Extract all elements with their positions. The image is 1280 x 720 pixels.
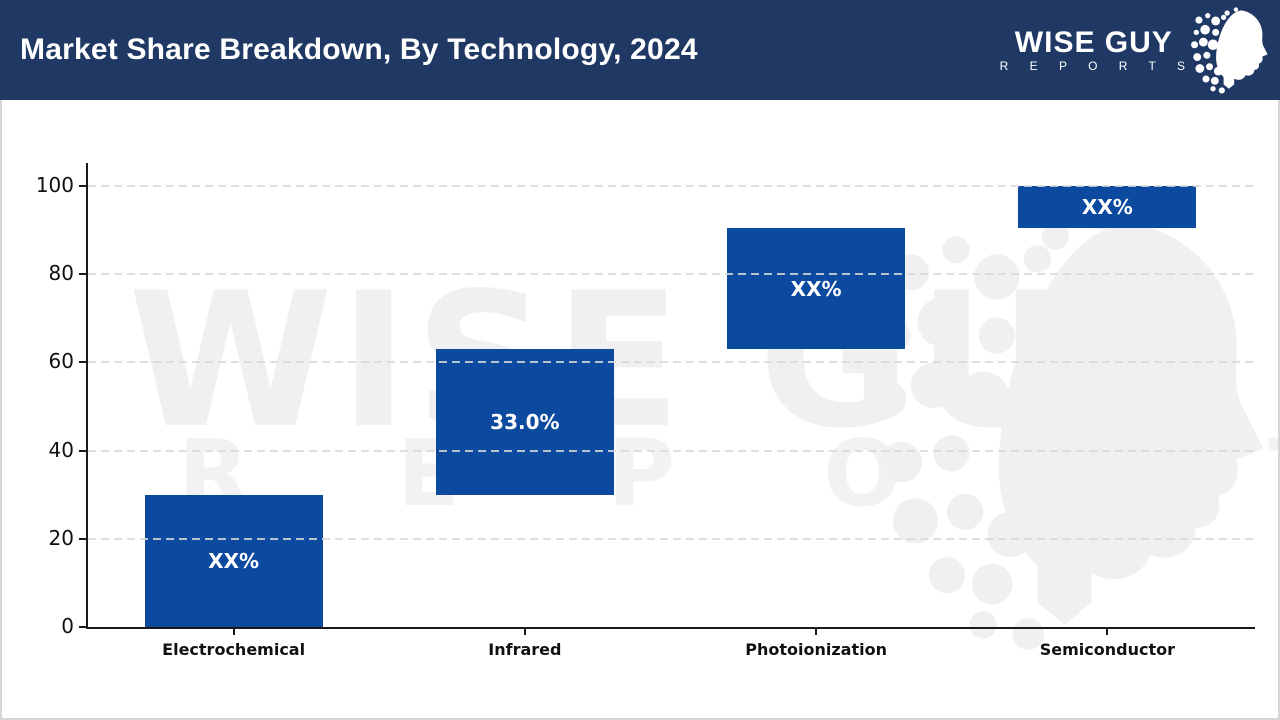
y-axis-spine — [86, 163, 88, 629]
x-tick-label: Infrared — [488, 640, 562, 659]
bar-photoionization: XX% — [727, 227, 906, 350]
bar-label: XX% — [1081, 194, 1133, 219]
bar-label: 33.0% — [490, 409, 560, 434]
y-tick-mark — [79, 449, 87, 452]
page-border-left — [0, 100, 2, 720]
x-tick-label: Photoionization — [745, 640, 887, 659]
x-tick-mark — [815, 627, 818, 635]
page-border-right — [1278, 100, 1280, 720]
page-border-bottom — [0, 718, 1280, 720]
y-tick-label: 80 — [48, 261, 74, 286]
watermark-head-icon — [870, 206, 1264, 650]
header-bar: Market Share Breakdown, By Technology, 2… — [0, 0, 1280, 100]
x-tick-mark — [523, 627, 526, 635]
bar-label: XX% — [790, 276, 842, 301]
logo-text-block: WISE GUY R E P O R T S — [994, 27, 1194, 74]
y-tick-mark — [79, 626, 87, 628]
y-tick-label: 20 — [48, 525, 74, 550]
brand-logo: WISE GUY R E P O R T S — [994, 6, 1268, 94]
logo-head-icon — [1191, 7, 1268, 94]
y-tick-label: 40 — [48, 437, 74, 462]
bar-label: XX% — [208, 548, 260, 573]
bar-semiconductor: XX% — [1018, 186, 1197, 228]
x-tick-mark — [232, 627, 235, 635]
y-tick-mark — [79, 273, 87, 276]
bar-electrochemical: XX% — [144, 494, 323, 627]
logo-subtext: R E P O R T S — [999, 59, 1194, 74]
x-axis-spine — [86, 627, 1255, 629]
x-tick-mark — [1106, 627, 1109, 635]
y-tick-label: 60 — [48, 349, 74, 374]
x-tick-label: Semiconductor — [1039, 640, 1175, 659]
page-title: Market Share Breakdown, By Technology, 2… — [20, 33, 698, 66]
y-tick-mark — [79, 361, 87, 364]
y-tick-mark — [79, 185, 87, 187]
logo-wordmark: WISE GUY — [1014, 25, 1173, 59]
bar-infrared: 33.0% — [435, 349, 614, 495]
y-tick-label: 100 — [35, 173, 74, 197]
y-tick-label: 0 — [61, 614, 74, 638]
x-tick-label: Electrochemical — [162, 640, 306, 659]
y-tick-mark — [79, 537, 87, 540]
